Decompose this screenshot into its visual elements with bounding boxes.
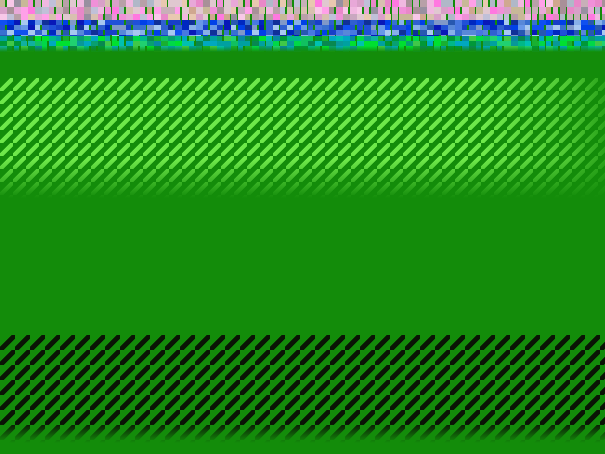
- lower-tick-band: [0, 335, 605, 443]
- pixel-noise-strip: [0, 0, 605, 52]
- upper-band-horizontal-fade: [0, 78, 605, 198]
- noise-strip-canvas: [0, 0, 605, 52]
- lower-band-vertical-fade: [0, 335, 605, 443]
- upper-tick-band: [0, 78, 605, 198]
